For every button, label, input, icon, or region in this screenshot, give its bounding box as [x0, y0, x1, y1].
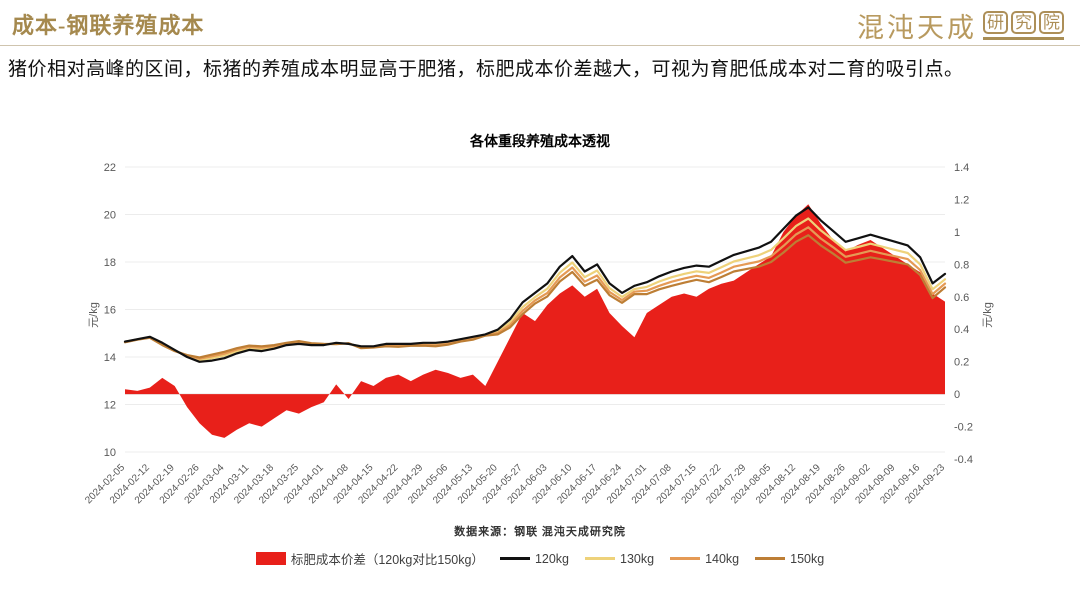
logo-boxed-suffix: 研 究 院 — [983, 10, 1064, 41]
page-title: 成本-钢联养殖成本 — [12, 13, 205, 38]
logo-box-char: 院 — [1039, 10, 1064, 35]
legend-spread: 标肥成本价差（120kg对比150kg） — [255, 549, 484, 568]
legend-130kg-swatch — [585, 557, 615, 560]
legend-130kg-label: 130kg — [620, 551, 655, 566]
y-axis-left-tick: 10 — [104, 447, 116, 459]
legend-140kg: 140kg — [670, 552, 739, 566]
legend-150kg: 150kg — [755, 552, 824, 566]
legend-150kg-swatch — [755, 557, 786, 560]
y-axis-right-tick: 0.2 — [954, 357, 969, 369]
legend-spread-swatch — [255, 552, 286, 565]
legend-120kg-swatch — [499, 557, 530, 560]
logo-box-char: 究 — [1011, 10, 1036, 35]
y-axis-left-tick: 16 — [104, 305, 116, 317]
legend-spread-label: 标肥成本价差（120kg对比150kg） — [290, 553, 484, 567]
y-axis-right-tick: 0.4 — [954, 324, 969, 336]
line-130kg — [123, 217, 947, 362]
data-source: 数据来源：钢联 混沌天成研究院 — [454, 526, 626, 538]
page-header: 成本-钢联养殖成本 混沌天成 研 究 院 — [0, 0, 1080, 46]
y-axis-left-tick: 12 — [104, 400, 116, 412]
y-axis-right-tick: -0.2 — [954, 422, 973, 434]
header-divider — [0, 45, 1080, 46]
legend-150kg-label: 150kg — [790, 551, 825, 566]
legend-140kg-swatch — [670, 557, 701, 560]
y-axis-left-tick: 18 — [104, 257, 116, 269]
y-axis-right-tick: 1.2 — [954, 194, 969, 206]
line-120kg — [123, 206, 947, 363]
y-axis-left-tick: 14 — [104, 352, 116, 364]
line-150kg — [123, 234, 947, 359]
y-axis-right-tick: -0.4 — [954, 454, 973, 466]
legend-130kg: 130kg — [585, 552, 654, 566]
cost-chart: 22 20 18 16 14 12 10 1.4 1.2 1 0.8 0.6 0.4 0.2 0 -0.2 -0… — [83, 162, 994, 506]
y-axis-right-tick: 1.4 — [954, 162, 969, 174]
logo-wordmark: 混沌天成 — [857, 13, 977, 43]
legend-120kg-label: 120kg — [534, 551, 569, 566]
y-axis-right-tick: 0 — [954, 389, 960, 401]
y-axis-left-tick: 20 — [104, 210, 116, 222]
y-axis-right-tick: 1 — [954, 227, 960, 239]
chart-title: 各体重段养殖成本透视 — [470, 135, 610, 150]
company-logo: 混沌天成 研 究 院 — [857, 6, 1064, 45]
logo-box-char: 研 — [983, 10, 1008, 35]
y-axis-left-tick: 22 — [104, 162, 116, 174]
legend-120kg: 120kg — [499, 551, 569, 566]
spread-area — [125, 204, 945, 438]
legend-140kg-label: 140kg — [705, 551, 740, 566]
line-140kg — [123, 226, 947, 360]
y-axis-left-title: 元/kg — [88, 302, 100, 328]
chart-legend: 标肥成本价差（120kg对比150kg） 120kg 130kg 140kg 150kg — [0, 549, 1080, 568]
y-axis-right-tick: 0.6 — [954, 292, 969, 304]
y-axis-right-title: 元/kg — [982, 302, 994, 328]
summary-text: 猪价相对高峰的区间，标猪的养殖成本明显高于肥猪，标肥成本价差越大，可视为育肥低成… — [8, 59, 964, 80]
y-axis-right-tick: 0.8 — [954, 259, 969, 271]
